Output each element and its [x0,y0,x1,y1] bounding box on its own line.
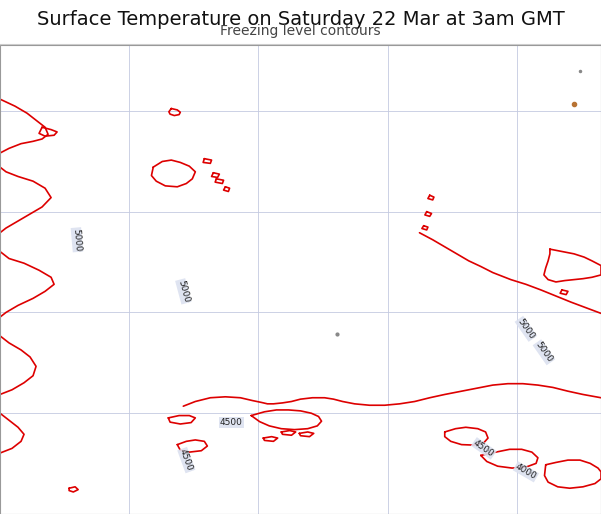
Text: Surface Temperature on Saturday 22 Mar at 3am GMT: Surface Temperature on Saturday 22 Mar a… [37,10,564,29]
Text: 5000: 5000 [72,228,82,252]
Text: 5000: 5000 [176,279,191,304]
Text: Freezing level contours: Freezing level contours [220,25,381,39]
Text: 4500: 4500 [178,448,195,472]
Text: 4500: 4500 [472,438,496,458]
Text: 4500: 4500 [220,418,243,427]
Text: 5000: 5000 [534,340,554,364]
Text: 4000: 4000 [514,462,538,482]
Text: 5000: 5000 [516,317,536,341]
